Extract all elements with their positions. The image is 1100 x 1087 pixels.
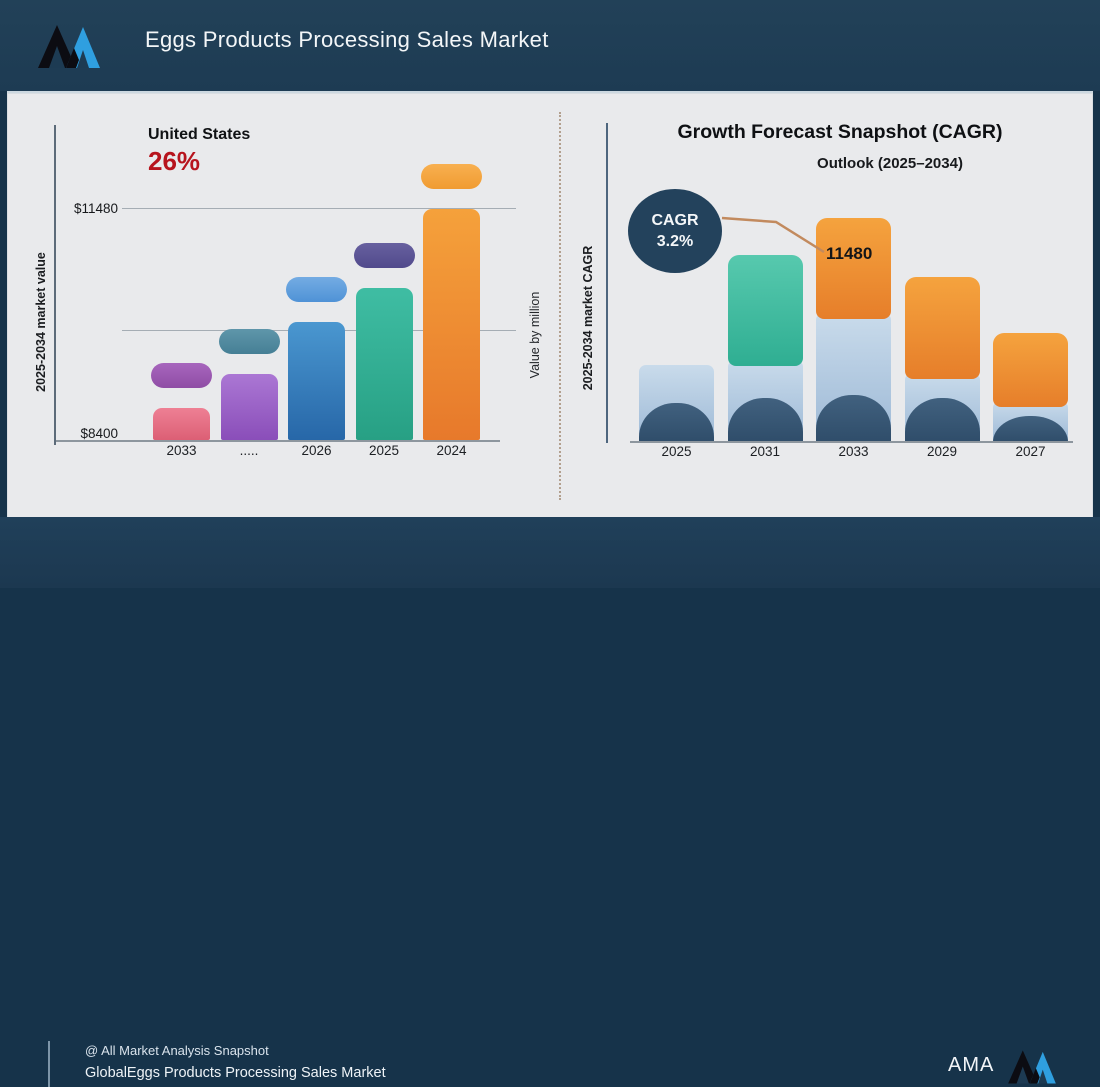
bar-2025 (355, 287, 413, 441)
footer-report-title: GlobalEggs Products Processing Sales Mar… (85, 1065, 386, 1081)
y-tick-11480: $11480 (73, 201, 118, 216)
bar-cap-2033 (151, 362, 212, 388)
page-title: Eggs Products Processing Sales Market (145, 27, 549, 52)
bar-cap-2024 (421, 164, 482, 189)
segment-base-2033 (816, 395, 891, 442)
x-label-2027: 2027 (1015, 444, 1046, 459)
x-label-2029: 2029 (926, 444, 958, 459)
x-label-2033: 2033 (838, 444, 869, 459)
cagr-badge-value: 3.2% (656, 233, 694, 250)
x-label-2025: 2025 (661, 444, 692, 459)
right-y-axis (606, 123, 608, 443)
bar-cap-2025 (353, 242, 415, 268)
segment-top-2033 (816, 218, 891, 319)
footer: @ All Market Analysis Snapshot GlobalEgg… (0, 517, 1100, 1087)
segment-base-2029 (904, 398, 980, 442)
bar-2026 (288, 322, 345, 441)
x-label-2026: 2026 (301, 443, 332, 458)
bar-value-label: 11480 (826, 244, 873, 263)
bar-2024 (423, 209, 480, 440)
cagr-badge: CAGR 3.2% (628, 189, 722, 273)
x-label-2033: 2033 (166, 443, 197, 458)
right-chart-title: Growth Forecast Snapshot (CAGR) (677, 121, 1003, 143)
right-x-axis (630, 441, 1073, 443)
segment-top-2027 (993, 333, 1068, 407)
badge-connector-line (721, 216, 825, 254)
ama-logo-icon (38, 25, 100, 68)
bar-cap-2026 (286, 277, 347, 303)
bar-cap-..... (218, 329, 280, 354)
footer-ama-logo-icon (1008, 1050, 1056, 1084)
chart-divider (559, 112, 561, 500)
footer-divider-rule (48, 1041, 50, 1087)
right-chart-subtitle: Outlook (2025–2034) (817, 155, 963, 172)
left-chart-label: United States (148, 126, 251, 143)
segment-top-2031 (727, 255, 803, 366)
gridline-11480 (122, 208, 516, 209)
us-market-chart: $11480 $8400 2025-2034 market value Unit… (34, 125, 542, 458)
x-label-.....: ..... (239, 443, 259, 458)
left-y-axis (54, 125, 56, 445)
x-label-2031: 2031 (749, 444, 781, 459)
x-label-2025: 2025 (368, 443, 400, 458)
footer-attribution: @ All Market Analysis Snapshot (85, 1043, 269, 1058)
left-x-axis (56, 440, 500, 442)
x-label-2024: 2024 (436, 443, 467, 458)
segment-top-2029 (904, 277, 980, 379)
cagr-badge-label: CAGR (651, 212, 699, 229)
bar-2033 (153, 407, 210, 441)
growth-forecast-chart: Growth Forecast Snapshot (CAGR) Outlook … (581, 121, 1073, 459)
right-y-axis-title: 2025-2034 market CAGR (581, 245, 595, 391)
left-chart-highlight: 26% (148, 146, 201, 176)
bar-..... (220, 374, 278, 440)
segment-base-2031 (727, 398, 803, 442)
y-tick-8400: $8400 (80, 426, 118, 441)
footer-brand-text: AMA (948, 1054, 995, 1076)
header: Eggs Products Processing Sales Market (0, 0, 1100, 91)
